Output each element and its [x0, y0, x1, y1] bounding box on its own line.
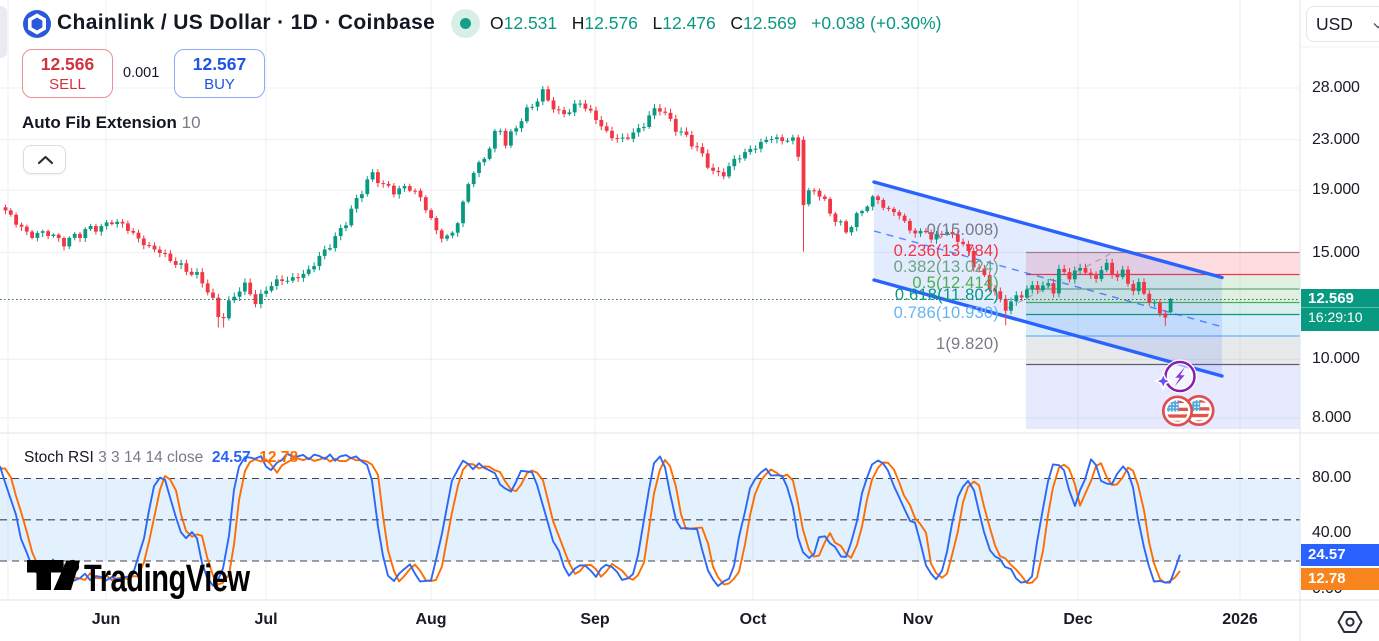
svg-text:0.236(13.784): 0.236(13.784) [894, 242, 999, 260]
svg-text:0.382(13.024): 0.382(13.024) [894, 258, 999, 276]
svg-text:0(15.008): 0(15.008) [927, 221, 999, 239]
svg-text:0.786(10.930): 0.786(10.930) [894, 304, 999, 322]
svg-text:0.5(12.414): 0.5(12.414) [912, 274, 999, 292]
svg-text:1(9.820): 1(9.820) [936, 335, 999, 353]
svg-text:0.618(11.802): 0.618(11.802) [895, 286, 999, 304]
